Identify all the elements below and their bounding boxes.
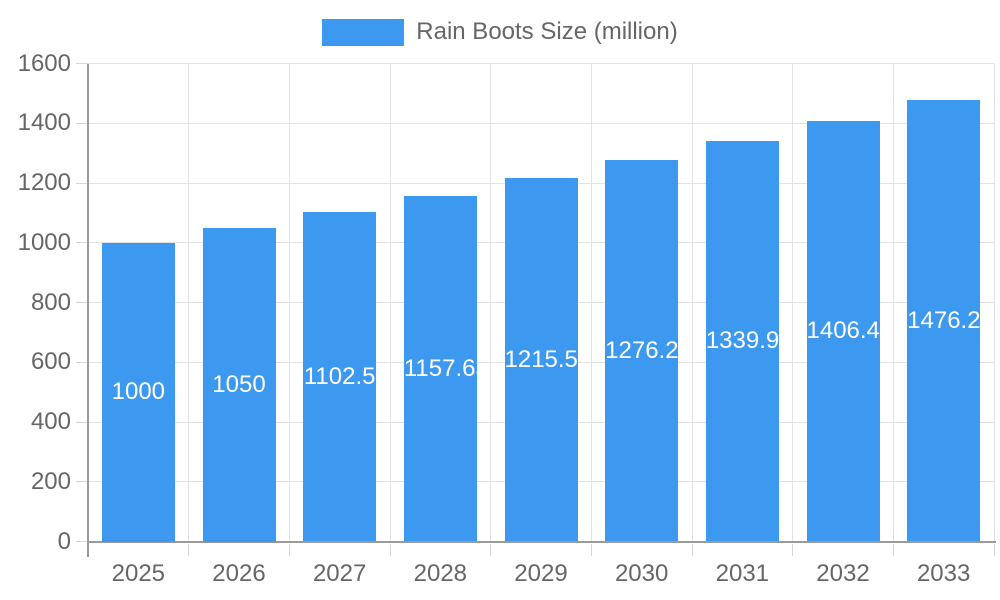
x-axis-tick-label: 2031	[715, 560, 770, 587]
bar-2031[interactable]: 1339.95	[705, 141, 779, 542]
x-gridline	[188, 63, 190, 542]
y-tick-mark	[76, 242, 88, 244]
x-axis-tick-label: 2028	[413, 560, 468, 587]
bar-value-label: 1102.5	[303, 362, 376, 390]
y-axis-tick-label: 1400	[17, 109, 71, 137]
bar-value-label: 1476.27	[907, 306, 981, 334]
x-tick-mark	[892, 543, 894, 556]
y-axis-tick-label: 1000	[17, 228, 71, 256]
x-gridline	[892, 63, 894, 542]
y-tick-mark	[76, 63, 88, 64]
x-axis-tick-label: 2032	[816, 560, 870, 587]
y-tick-mark	[76, 122, 88, 124]
y-axis-line	[86, 63, 89, 557]
y-tick-mark	[76, 481, 88, 483]
x-tick-mark	[490, 543, 492, 556]
y-axis-tick-label: 1600	[17, 49, 71, 77]
x-axis-line	[86, 541, 996, 543]
x-gridline	[691, 63, 693, 542]
bar-value-label: 1215.51	[504, 345, 578, 373]
bar-value-label: 1157.63	[403, 354, 477, 382]
y-axis-tick-label: 1200	[17, 169, 71, 196]
legend-color-swatch	[322, 18, 405, 46]
x-axis-tick-label: 2027	[312, 560, 367, 587]
x-tick-mark	[288, 543, 290, 556]
x-axis-tick-label: 2030	[614, 560, 669, 587]
y-axis-tick-label: 0	[57, 527, 71, 555]
bar-2026[interactable]: 1050	[202, 227, 276, 542]
bar-2028[interactable]: 1157.63	[403, 195, 477, 542]
x-axis-tick-label: 2026	[212, 560, 266, 587]
bar-value-label: 1406.45	[806, 317, 880, 345]
x-axis-tick-label: 2033	[916, 560, 971, 587]
y-tick-mark	[76, 302, 88, 303]
x-tick-mark	[389, 543, 391, 556]
x-gridline	[288, 63, 290, 542]
y-gridline	[88, 122, 994, 124]
x-tick-mark	[691, 543, 693, 556]
y-tick-mark	[76, 541, 88, 542]
bar-2025[interactable]: 1000	[101, 242, 175, 542]
x-axis-tick-label: 2029	[514, 560, 568, 587]
y-axis-tick-label: 400	[30, 408, 71, 435]
legend-label: Rain Boots Size (million)	[416, 18, 678, 45]
y-gridline	[88, 63, 994, 64]
y-axis-tick-label: 600	[30, 348, 71, 376]
bar-2032[interactable]: 1406.45	[806, 121, 880, 542]
x-tick-mark	[188, 543, 190, 556]
y-tick-mark	[76, 361, 88, 363]
x-gridline	[490, 63, 492, 542]
x-gridline	[389, 63, 391, 542]
bar-value-label: 1339.95	[705, 327, 779, 355]
x-tick-mark	[792, 543, 794, 556]
bar-2030[interactable]: 1276.29	[605, 160, 679, 542]
x-gridline	[590, 63, 592, 542]
x-gridline	[993, 63, 995, 542]
y-tick-mark	[76, 182, 88, 184]
x-tick-mark	[590, 543, 592, 556]
x-tick-mark	[993, 543, 995, 556]
bar-2033[interactable]: 1476.27	[907, 100, 981, 542]
bar-2029[interactable]: 1215.51	[504, 178, 578, 542]
bar-2027[interactable]: 1102.5	[303, 212, 377, 542]
bar-value-label: 1276.29	[605, 336, 679, 364]
chart-legend[interactable]: Rain Boots Size (million)	[0, 18, 1000, 46]
y-axis-tick-label: 200	[30, 467, 71, 495]
x-axis-tick-label: 2025	[111, 560, 166, 587]
y-axis-tick-label: 800	[30, 288, 71, 316]
y-tick-mark	[76, 421, 88, 423]
bar-value-label: 1000	[111, 378, 166, 406]
x-gridline	[792, 63, 794, 542]
bar-value-label: 1050	[212, 370, 266, 398]
